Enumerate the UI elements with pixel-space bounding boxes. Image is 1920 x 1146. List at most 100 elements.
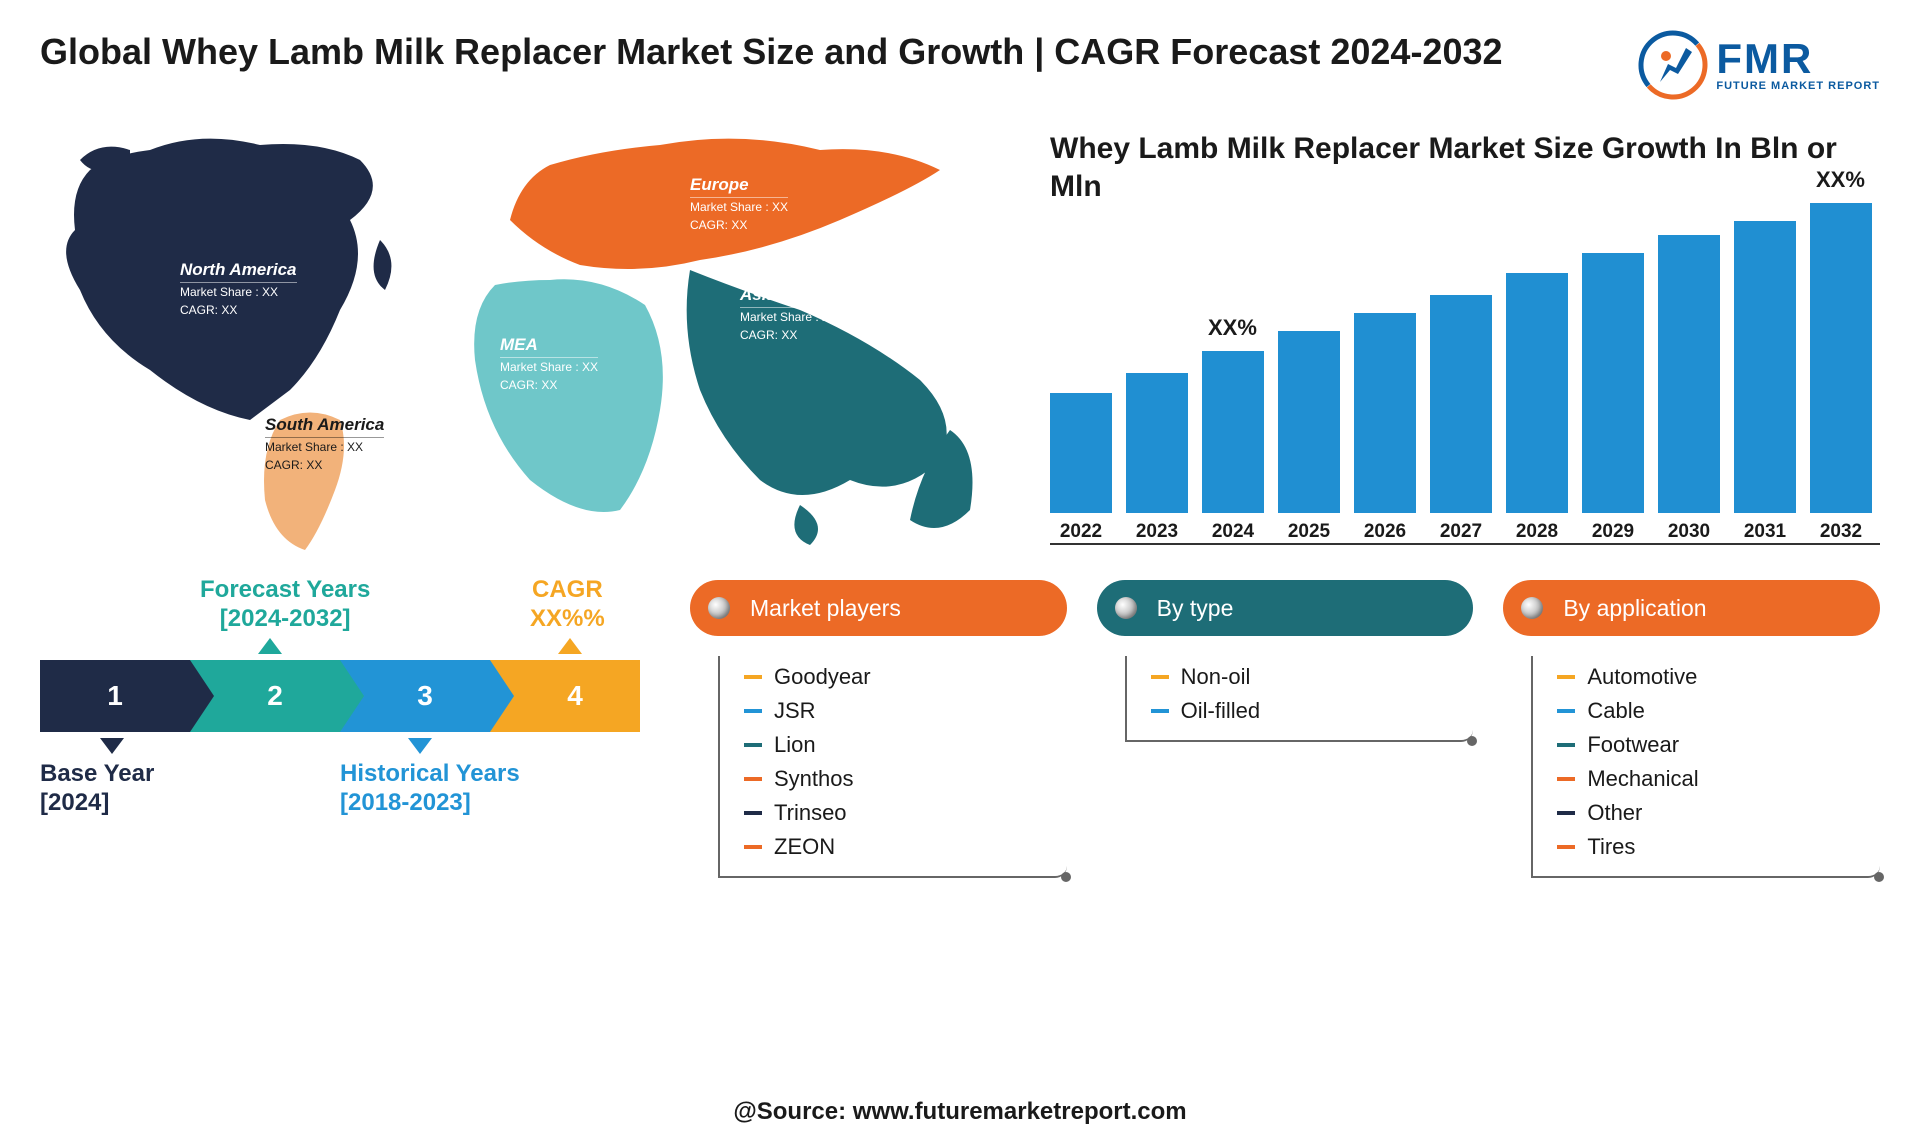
region-label-sa: South America Market Share : XX CAGR: XX: [265, 415, 384, 472]
list-item-label: Non-oil: [1181, 664, 1251, 690]
list-item-label: Oil-filled: [1181, 698, 1260, 724]
bar-group: 2028: [1506, 273, 1568, 543]
bar-group: 2030: [1658, 235, 1720, 543]
header: Global Whey Lamb Milk Replacer Market Si…: [40, 30, 1880, 100]
region-label-ap: Asia Pacific Market Share : XX CAGR: XX: [740, 285, 838, 342]
tick-icon: [744, 709, 762, 713]
logo: FMR FUTURE MARKET REPORT: [1638, 30, 1880, 100]
tick-icon: [1557, 811, 1575, 815]
bar-group: 2031: [1734, 221, 1796, 543]
tl-label-base: Base Year [2024]: [40, 760, 154, 818]
source-text: @Source: www.futuremarketreport.com: [733, 1098, 1186, 1126]
region-label-eu: Europe Market Share : XX CAGR: XX: [690, 175, 788, 232]
bar-year-label: 2024: [1212, 521, 1254, 543]
tick-icon: [744, 811, 762, 815]
tick-icon: [1151, 709, 1169, 713]
pill-section: Market players Goodyear JSR Lion Synthos Trin…: [690, 580, 1880, 878]
list-item: Synthos: [744, 762, 1067, 796]
pill-column: Market players Goodyear JSR Lion Synthos Trin…: [690, 580, 1067, 878]
pill-header: By type: [1097, 580, 1474, 636]
logo-text: FMR FUTURE MARKET REPORT: [1716, 38, 1880, 92]
bar: [1734, 221, 1796, 513]
pill-header: By application: [1503, 580, 1880, 636]
chart-title: Whey Lamb Milk Replacer Market Size Grow…: [1050, 130, 1880, 205]
bar: [1202, 351, 1264, 513]
pill-header-text: Market players: [750, 595, 901, 622]
tick-icon: [1151, 675, 1169, 679]
timeline-seg-1: 1: [40, 660, 190, 732]
bar: [1810, 203, 1872, 513]
list-item: Non-oil: [1151, 660, 1474, 694]
region-label-mea: MEA Market Share : XX CAGR: XX: [500, 335, 598, 392]
list-item-label: Automotive: [1587, 664, 1697, 690]
list-item-label: ZEON: [774, 834, 835, 860]
world-map: North America Market Share : XX CAGR: XX…: [40, 110, 1020, 550]
bar-year-label: 2031: [1744, 521, 1786, 543]
tl-label-cagr: CAGR XX%%: [530, 576, 605, 634]
bar: [1278, 331, 1340, 513]
pill-list: Non-oil Oil-filled: [1125, 656, 1474, 742]
bar-year-label: 2023: [1136, 521, 1178, 543]
bar-year-label: 2029: [1592, 521, 1634, 543]
bar-year-label: 2028: [1516, 521, 1558, 543]
tick-icon: [744, 845, 762, 849]
bar-group: 2027: [1430, 295, 1492, 543]
triangle-up-icon: [558, 638, 582, 654]
growth-chart: Whey Lamb Milk Replacer Market Size Grow…: [1050, 110, 1880, 550]
list-item-label: Cable: [1587, 698, 1644, 724]
pill-list: AutomotiveCableFootwearMechanicalOtherTi…: [1531, 656, 1880, 878]
list-item: Cable: [1557, 694, 1880, 728]
bar-group: 2023: [1126, 373, 1188, 543]
pill-header: Market players: [690, 580, 1067, 636]
list-item: Oil-filled: [1151, 694, 1474, 728]
bar-group: 2025: [1278, 331, 1340, 543]
bar: [1050, 393, 1112, 513]
bar: [1430, 295, 1492, 513]
pill-column: By type Non-oil Oil-filled: [1097, 580, 1474, 878]
tl-label-historical: Historical Years [2018-2023]: [340, 760, 520, 818]
list-item-label: Lion: [774, 732, 816, 758]
tick-icon: [1557, 675, 1575, 679]
bar-group: 2022: [1050, 393, 1112, 543]
list-item: Automotive: [1557, 660, 1880, 694]
list-item: Lion: [744, 728, 1067, 762]
list-item: JSR: [744, 694, 1067, 728]
bar-group: 2024XX%: [1202, 351, 1264, 543]
bar-group: 2029: [1582, 253, 1644, 543]
sphere-icon: [1521, 597, 1543, 619]
list-item: Trinseo: [744, 796, 1067, 830]
list-item-label: JSR: [774, 698, 816, 724]
region-label-na: North America Market Share : XX CAGR: XX: [180, 260, 297, 317]
logo-fmr: FMR: [1716, 38, 1880, 80]
list-item-label: Other: [1587, 800, 1642, 826]
list-item-label: Mechanical: [1587, 766, 1698, 792]
bar-group: 2032XX%: [1810, 203, 1872, 543]
tick-icon: [1557, 845, 1575, 849]
tick-icon: [1557, 743, 1575, 747]
bar-annotation: XX%: [1816, 167, 1865, 193]
sphere-icon: [708, 597, 730, 619]
list-item: ZEON: [744, 830, 1067, 864]
pill-header-text: By type: [1157, 595, 1234, 622]
pill-header-text: By application: [1563, 595, 1706, 622]
bar-annotation: XX%: [1208, 315, 1257, 341]
list-item: Goodyear: [744, 660, 1067, 694]
pill-list: Goodyear JSR Lion Synthos Trinseo ZEON: [718, 656, 1067, 878]
bar: [1506, 273, 1568, 513]
bar: [1354, 313, 1416, 513]
timeline: Forecast Years [2024-2032] CAGR XX%% 1 2…: [40, 580, 660, 732]
fmr-logo-icon: [1638, 30, 1708, 100]
bar-group: 2026: [1354, 313, 1416, 543]
bottom-row: Forecast Years [2024-2032] CAGR XX%% 1 2…: [40, 580, 1880, 878]
bar-year-label: 2027: [1440, 521, 1482, 543]
list-item: Tires: [1557, 830, 1880, 864]
map-region-mea: [474, 279, 663, 512]
tl-label-forecast: Forecast Years [2024-2032]: [200, 576, 370, 634]
bar-year-label: 2032: [1820, 521, 1862, 543]
triangle-up-icon: [258, 638, 282, 654]
bar: [1658, 235, 1720, 513]
triangle-down-icon: [100, 738, 124, 754]
tick-icon: [1557, 709, 1575, 713]
list-item-label: Trinseo: [774, 800, 847, 826]
list-item: Other: [1557, 796, 1880, 830]
